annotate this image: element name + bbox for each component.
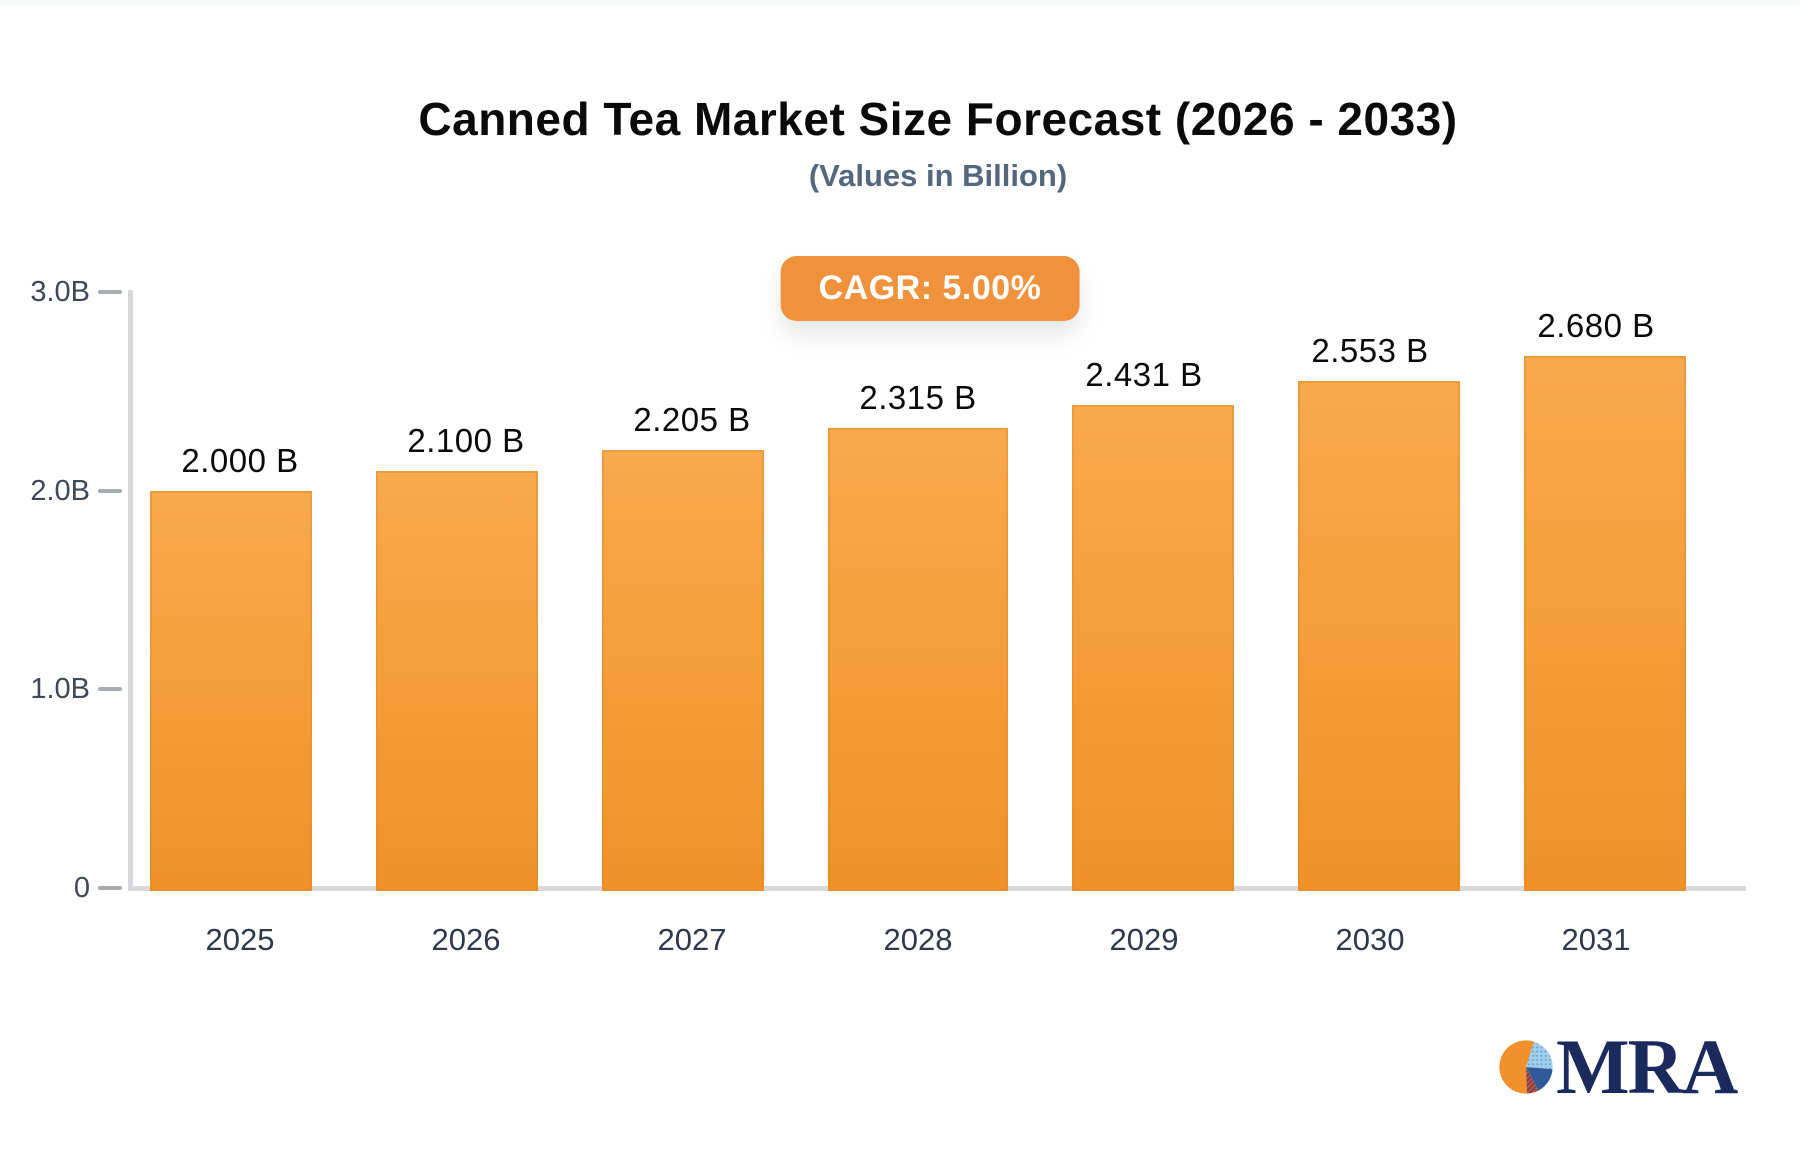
pie-slice-orange: [1499, 1040, 1535, 1094]
chart-title: Canned Tea Market Size Forecast (2026 - …: [418, 93, 1458, 145]
bar-face: [828, 428, 1008, 891]
bar-value-label: 2.553 B: [1311, 332, 1429, 369]
bar-face: [150, 491, 312, 891]
bar-face: [1524, 356, 1686, 891]
bar-face: [1298, 381, 1460, 891]
y-tick-label: 2.0B: [30, 474, 90, 507]
x-tick-label: 2027: [657, 922, 727, 957]
logo-text: MRA: [1556, 1023, 1738, 1110]
bar-2031: [1506, 356, 1686, 891]
x-tick-label: 2028: [883, 922, 953, 957]
x-tick-label: 2029: [1109, 922, 1179, 957]
y-tick-mark: [98, 886, 122, 890]
top-divider: [0, 0, 1800, 6]
y-tick-mark: [98, 488, 122, 493]
y-tick-label: 1.0B: [30, 673, 90, 706]
brand-logo: MRA: [1498, 1023, 1738, 1110]
pie-slice-lightblue: [1526, 1041, 1553, 1070]
bar-value-label: 2.680 B: [1537, 307, 1655, 344]
bar-value-label: 2.431 B: [1085, 356, 1203, 393]
cagr-badge: CAGR: 5.00%: [780, 256, 1080, 321]
y-tick-mark: [98, 290, 122, 294]
bar-value-label: 2.100 B: [407, 422, 525, 459]
chart-subtitle: (Values in Billion): [808, 158, 1068, 193]
pie-slice-maroon: [1526, 1067, 1539, 1094]
bar-face: [376, 471, 538, 891]
y-tick-mark: [98, 687, 122, 692]
pie-logo-icon: [1499, 1040, 1553, 1094]
bar-2030: [1280, 381, 1460, 891]
bar-face: [602, 450, 764, 891]
bar-2029: [1054, 405, 1234, 891]
bar-value-label: 2.315 B: [859, 379, 977, 416]
x-tick-label: 2026: [431, 922, 501, 957]
y-axis-line: [128, 290, 133, 891]
bar-value-label: 2.000 B: [181, 442, 299, 479]
bar-2025: [150, 491, 330, 891]
y-tick-label: 0: [73, 872, 90, 904]
bar-2028: [828, 428, 1008, 891]
x-tick-label: 2031: [1561, 922, 1631, 957]
pie-slice-blue: [1526, 1067, 1553, 1091]
y-tick-label: 3.0B: [30, 276, 90, 308]
bar-2027: [602, 450, 782, 891]
bar-value-label: 2.205 B: [633, 401, 751, 438]
x-tick-label: 2025: [205, 922, 275, 957]
bar-2026: [376, 471, 556, 891]
bar-face: [1072, 405, 1234, 891]
x-tick-label: 2030: [1335, 922, 1405, 957]
